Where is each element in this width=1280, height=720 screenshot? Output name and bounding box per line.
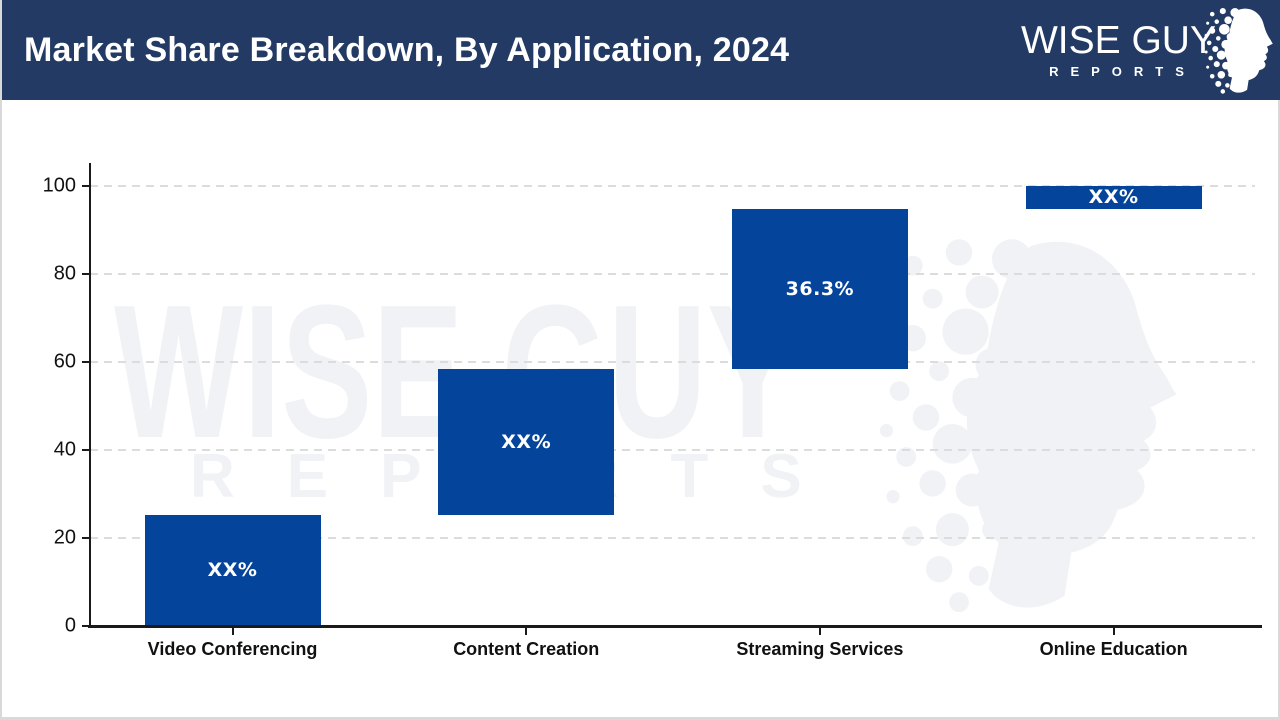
header-bar: Market Share Breakdown, By Application, … xyxy=(2,0,1280,100)
gridline xyxy=(90,448,1255,451)
y-axis-tick-label: 100 xyxy=(42,174,76,196)
brand-logo: WISE GUY REPORTS xyxy=(1021,0,1276,100)
x-axis-tick-mark xyxy=(231,628,234,635)
y-axis-tick-mark xyxy=(82,360,89,363)
bar-value-label: 36.3% xyxy=(785,277,855,300)
gridline xyxy=(90,272,1255,275)
bar: XX% xyxy=(144,514,321,626)
x-axis-tick-mark xyxy=(818,628,821,635)
x-axis-tick-mark xyxy=(1112,628,1115,635)
y-axis-tick-label: 40 xyxy=(53,438,76,461)
bar: 36.3% xyxy=(731,208,908,369)
bar: XX% xyxy=(438,368,615,515)
x-axis-tick-mark xyxy=(525,628,528,635)
y-axis-tick-label: 80 xyxy=(53,262,76,285)
page-title: Market Share Breakdown, By Application, … xyxy=(24,30,790,69)
bar: XX% xyxy=(1025,185,1202,209)
y-axis-tick-mark xyxy=(82,272,89,275)
x-axis-category-label: Content Creation xyxy=(453,639,600,659)
gridline xyxy=(90,184,1255,187)
x-axis-line xyxy=(88,625,1262,628)
x-axis-category-label: Online Education xyxy=(1039,639,1188,659)
y-axis-tick-mark xyxy=(82,448,89,451)
brand-subname: REPORTS xyxy=(1049,64,1196,79)
y-axis-tick-label: 20 xyxy=(53,526,76,549)
gridline xyxy=(90,536,1255,539)
brand-name: WISE GUY xyxy=(1020,19,1216,62)
bar-value-label: XX% xyxy=(501,430,552,453)
y-axis-line xyxy=(89,163,91,627)
gridline xyxy=(90,360,1255,363)
bar-value-label: XX% xyxy=(207,559,258,582)
x-axis-category-label: Video Conferencing xyxy=(147,639,318,659)
brand-wordmark: WISE GUY REPORTS xyxy=(1021,21,1216,79)
y-axis-tick-mark xyxy=(82,625,89,627)
y-axis-tick-label: 0 xyxy=(64,614,76,637)
y-axis-tick-mark xyxy=(82,184,89,187)
x-axis-category-label: Streaming Services xyxy=(736,639,904,659)
y-axis-tick-label: 60 xyxy=(53,350,76,373)
y-axis-tick-mark xyxy=(82,536,89,539)
bar-value-label: XX% xyxy=(1088,186,1139,209)
